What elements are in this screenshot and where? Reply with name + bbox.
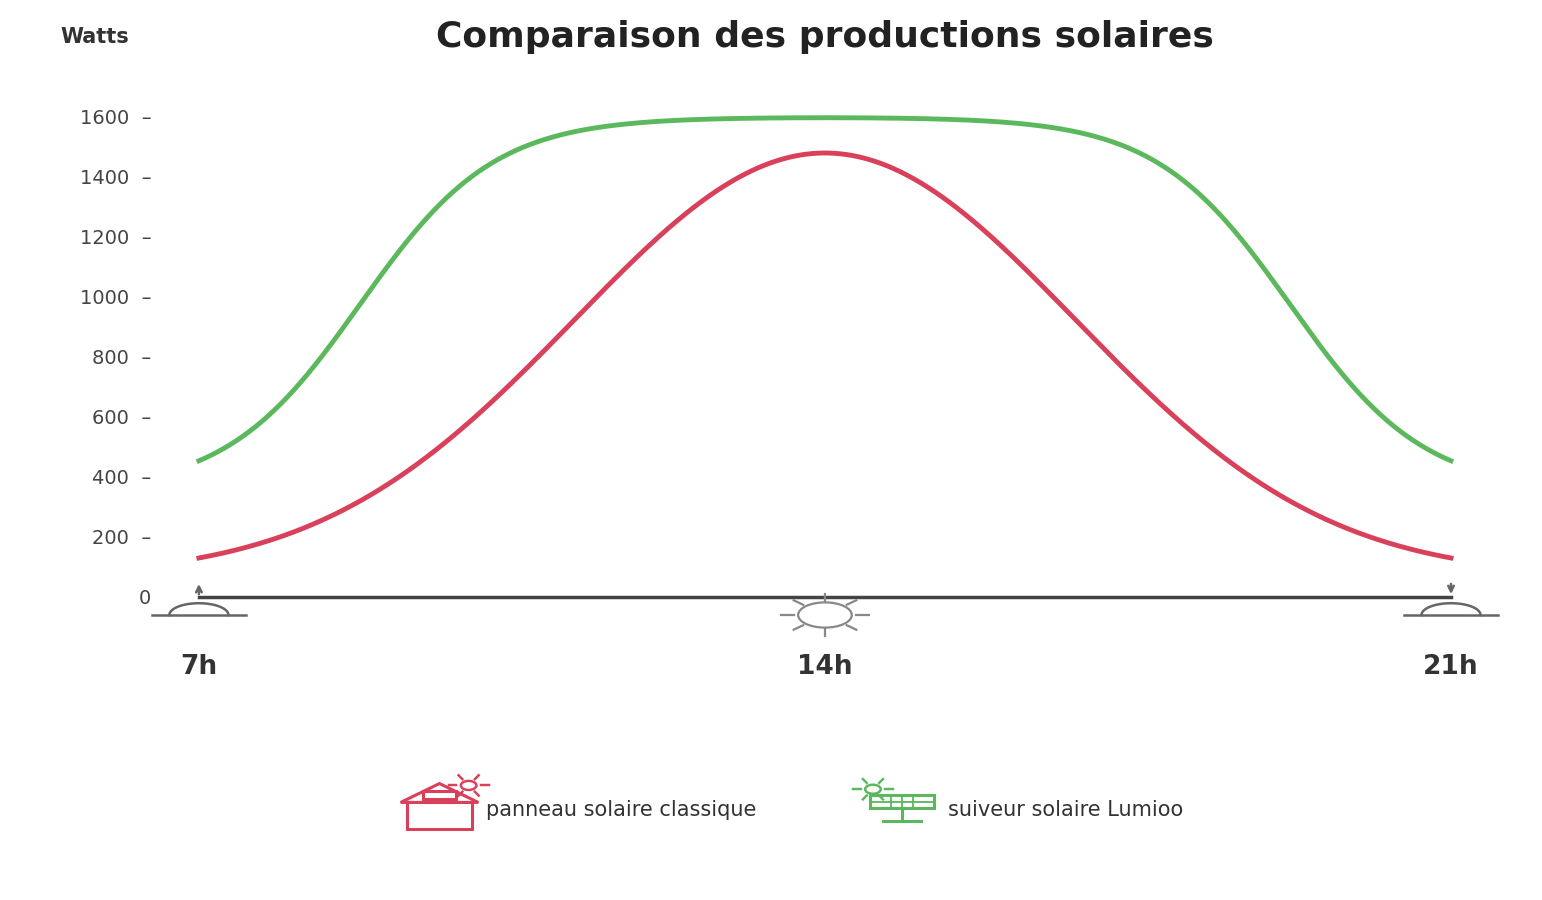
Title: Comparaison des productions solaires: Comparaison des productions solaires <box>436 20 1214 54</box>
Text: 7h: 7h <box>180 654 217 680</box>
Text: Watts: Watts <box>60 27 130 47</box>
Text: panneau solaire classique: panneau solaire classique <box>486 800 756 820</box>
Text: 21h: 21h <box>1423 654 1479 680</box>
Text: 14h: 14h <box>797 654 853 680</box>
Text: suiveur solaire Lumioo: suiveur solaire Lumioo <box>948 800 1184 820</box>
